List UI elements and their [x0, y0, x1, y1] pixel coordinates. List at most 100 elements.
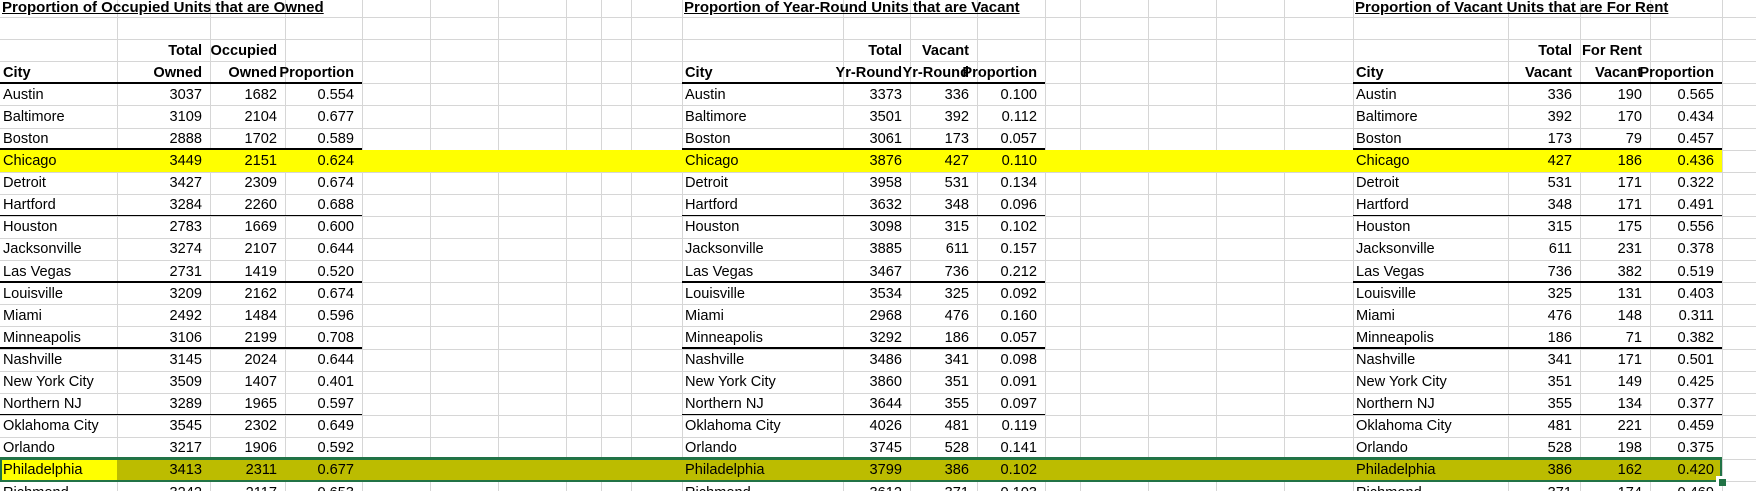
value-cell[interactable]: 392 [944, 108, 969, 125]
value-cell[interactable]: 171 [1617, 175, 1642, 192]
city-cell[interactable]: Orlando [685, 440, 737, 457]
selection-fill-handle[interactable] [1719, 479, 1726, 486]
value-cell[interactable]: 3274 [169, 241, 202, 258]
city-cell[interactable]: Orlando [3, 440, 55, 457]
value-cell[interactable]: 171 [1617, 197, 1642, 214]
city-cell[interactable]: Chicago [685, 153, 739, 170]
city-cell[interactable]: Detroit [685, 175, 728, 192]
value-cell[interactable]: 3284 [169, 197, 202, 214]
value-cell[interactable]: 71 [1625, 329, 1642, 346]
proportion-cell[interactable]: 0.378 [1677, 241, 1714, 258]
proportion-cell[interactable]: 0.091 [1000, 374, 1037, 391]
city-cell[interactable]: Hartford [3, 197, 56, 214]
value-cell[interactable]: 336 [1547, 86, 1572, 103]
table-title[interactable]: Proportion of Occupied Units that are Ow… [2, 0, 324, 16]
city-cell[interactable]: Louisville [1356, 285, 1417, 302]
value-cell[interactable]: 186 [1617, 153, 1642, 170]
table-title[interactable]: Proportion of Vacant Units that are For … [1355, 0, 1669, 16]
column-header-top-cell[interactable] [285, 39, 362, 61]
value-cell[interactable]: 348 [944, 197, 969, 214]
proportion-cell[interactable]: 0.110 [1001, 153, 1037, 170]
column-header-cell[interactable]: Vacant [1524, 64, 1572, 81]
value-cell[interactable]: 3509 [169, 374, 202, 391]
city-cell[interactable]: Philadelphia [3, 462, 83, 479]
value-cell[interactable]: 476 [944, 307, 969, 324]
value-cell[interactable]: 2731 [169, 263, 202, 280]
partial-value-cell[interactable]: 0.469 [1650, 481, 1722, 491]
proportion-cell[interactable]: 0.092 [1000, 285, 1037, 302]
partial-city-cell[interactable]: Richmond [682, 481, 843, 491]
proportion-cell[interactable]: 0.102 [1000, 219, 1037, 236]
proportion-cell[interactable]: 0.375 [1677, 440, 1714, 457]
table-title[interactable]: Proportion of Year-Round Units that are … [684, 0, 1020, 16]
column-header-top-cell[interactable]: Occupied [210, 42, 278, 59]
value-cell[interactable]: 131 [1617, 285, 1642, 302]
proportion-cell[interactable]: 0.457 [1677, 131, 1714, 148]
value-cell[interactable]: 325 [1547, 285, 1572, 302]
value-cell[interactable]: 186 [944, 329, 969, 346]
value-cell[interactable]: 3413 [169, 462, 202, 479]
column-header-cell[interactable]: City [685, 64, 713, 81]
value-cell[interactable]: 1407 [244, 374, 277, 391]
partial-value-cell[interactable]: 3242 [117, 481, 210, 491]
value-cell[interactable]: 221 [1617, 418, 1642, 435]
partial-value-cell[interactable]: 371 [1508, 481, 1580, 491]
value-cell[interactable]: 351 [1547, 374, 1572, 391]
city-cell[interactable]: Hartford [1356, 197, 1409, 214]
partial-value-cell[interactable]: 3612 [843, 481, 910, 491]
value-cell[interactable]: 231 [1617, 241, 1642, 258]
value-cell[interactable]: 1702 [244, 131, 277, 148]
column-header-top-cell[interactable]: Total [168, 42, 202, 59]
column-header-top-cell[interactable]: Total [868, 42, 902, 59]
value-cell[interactable]: 1484 [244, 307, 277, 324]
city-cell[interactable]: Austin [3, 86, 44, 103]
value-cell[interactable]: 3876 [869, 153, 902, 170]
value-cell[interactable]: 4026 [869, 418, 902, 435]
value-cell[interactable]: 3486 [869, 351, 902, 368]
value-cell[interactable]: 2199 [244, 329, 277, 346]
proportion-cell[interactable]: 0.649 [317, 418, 354, 435]
column-header-cell[interactable]: Proportion [279, 64, 354, 81]
city-cell[interactable]: New York City [3, 374, 94, 391]
city-cell[interactable]: Northern NJ [685, 396, 764, 413]
proportion-cell[interactable]: 0.520 [317, 263, 354, 280]
value-cell[interactable]: 3292 [869, 329, 902, 346]
city-cell[interactable]: Boston [3, 131, 49, 148]
proportion-cell[interactable]: 0.157 [1000, 241, 1037, 258]
value-cell[interactable]: 2783 [169, 219, 202, 236]
value-cell[interactable]: 3958 [869, 175, 902, 192]
value-cell[interactable]: 3799 [869, 462, 902, 479]
proportion-cell[interactable]: 0.589 [317, 131, 354, 148]
value-cell[interactable]: 3534 [869, 285, 902, 302]
value-cell[interactable]: 2888 [169, 131, 202, 148]
value-cell[interactable]: 149 [1617, 374, 1642, 391]
city-cell[interactable]: Jacksonville [3, 241, 82, 258]
proportion-cell[interactable]: 0.403 [1677, 285, 1714, 302]
value-cell[interactable]: 2260 [244, 197, 277, 214]
proportion-cell[interactable]: 0.677 [317, 108, 354, 125]
city-cell[interactable]: Minneapolis [3, 329, 81, 346]
value-cell[interactable]: 315 [1547, 219, 1572, 236]
proportion-cell[interactable]: 0.212 [1000, 263, 1037, 280]
city-cell[interactable]: Philadelphia [1356, 462, 1436, 479]
value-cell[interactable]: 427 [944, 153, 969, 170]
value-cell[interactable]: 355 [944, 396, 969, 413]
partial-value-cell[interactable]: 371 [910, 481, 977, 491]
value-cell[interactable]: 3449 [169, 153, 202, 170]
value-cell[interactable]: 162 [1617, 462, 1642, 479]
proportion-cell[interactable]: 0.377 [1677, 396, 1714, 413]
value-cell[interactable]: 3467 [869, 263, 902, 280]
proportion-cell[interactable]: 0.434 [1677, 108, 1714, 125]
partial-value-cell[interactable]: 174 [1580, 481, 1650, 491]
proportion-cell[interactable]: 0.624 [317, 153, 354, 170]
value-cell[interactable]: 134 [1617, 396, 1642, 413]
proportion-cell[interactable]: 0.119 [1001, 418, 1037, 435]
proportion-cell[interactable]: 0.141 [1000, 440, 1037, 457]
city-cell[interactable]: Northern NJ [3, 396, 82, 413]
value-cell[interactable]: 2104 [244, 108, 277, 125]
city-cell[interactable]: Miami [3, 307, 42, 324]
value-cell[interactable]: 341 [944, 351, 969, 368]
city-cell[interactable]: Northern NJ [1356, 396, 1435, 413]
city-cell[interactable]: Nashville [3, 351, 63, 368]
proportion-cell[interactable]: 0.436 [1677, 153, 1714, 170]
